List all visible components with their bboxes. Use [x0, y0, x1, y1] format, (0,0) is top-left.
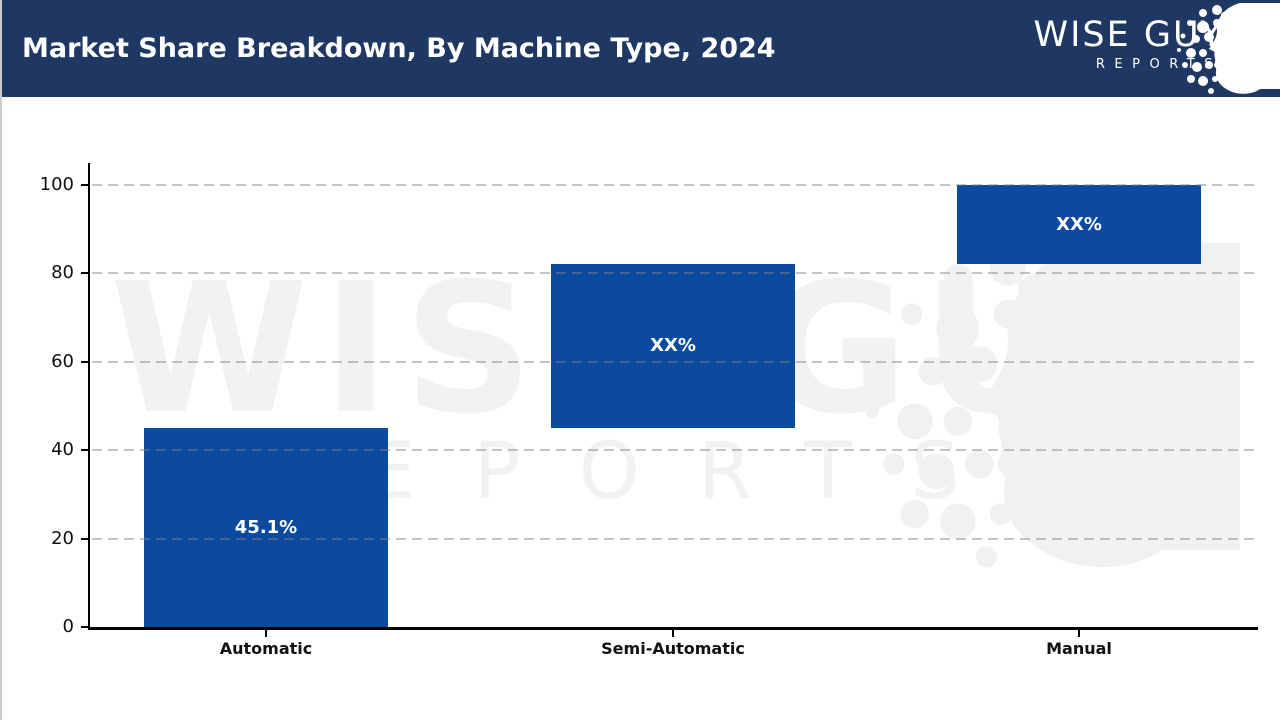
gridline-80	[92, 272, 1256, 275]
gridline-40	[92, 449, 1256, 452]
x-tick-0	[265, 630, 267, 637]
x-axis-spine	[88, 627, 1258, 630]
y-tick-80	[81, 272, 89, 275]
page-title: Market Share Breakdown, By Machine Type,…	[22, 33, 776, 64]
x-tick-label: Semi-Automatic	[601, 639, 745, 658]
y-tick-60	[81, 360, 89, 363]
y-tick-label: 80	[51, 262, 74, 284]
y-tick-label: 20	[51, 527, 74, 549]
head-profile-icon	[1177, 3, 1280, 94]
header-bar: Market Share Breakdown, By Machine Type,…	[2, 0, 1280, 97]
y-tick-label: 100	[39, 174, 74, 195]
bar-value-label: 45.1%	[234, 516, 298, 538]
y-tick-label: 0	[62, 616, 74, 637]
brand-sub-wordmark: REPORTS	[1095, 56, 1222, 72]
gridline-60	[92, 360, 1256, 363]
bar-automatic: 45.1%	[144, 427, 388, 627]
bar-manual: XX%	[957, 185, 1201, 264]
y-tick-100	[81, 184, 89, 186]
chart-area: WISE GUY REPORTS 45.1% XX% XX% 0 20 40 60 80 10…	[2, 97, 1280, 720]
y-tick-label: 60	[51, 350, 74, 372]
y-axis-spine	[88, 163, 90, 629]
bar-value-label: XX%	[650, 335, 696, 357]
gridline-100	[92, 184, 1256, 186]
watermark-head-profile-icon	[865, 242, 1240, 568]
y-tick-0	[81, 626, 89, 628]
bar-value-label: XX%	[1056, 213, 1102, 235]
x-tick-2	[1078, 630, 1080, 637]
x-tick-label: Automatic	[219, 639, 313, 658]
gridline-20	[92, 537, 1256, 540]
bar-semi-automatic: XX%	[551, 263, 795, 428]
x-tick-1	[672, 630, 674, 637]
y-tick-40	[81, 449, 89, 452]
y-tick-20	[81, 537, 89, 540]
x-tick-label: Manual	[1046, 639, 1112, 658]
y-tick-label: 40	[51, 439, 74, 461]
